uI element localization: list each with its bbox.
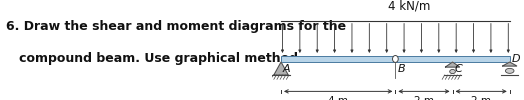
Text: 2 m: 2 m bbox=[471, 96, 491, 100]
Circle shape bbox=[392, 56, 398, 62]
Text: compound beam. Use graphical method.: compound beam. Use graphical method. bbox=[6, 52, 302, 65]
Polygon shape bbox=[274, 62, 288, 75]
Bar bbox=[281, 56, 510, 62]
Text: D: D bbox=[512, 54, 521, 64]
Text: 2 m: 2 m bbox=[414, 96, 434, 100]
Ellipse shape bbox=[450, 70, 455, 74]
Text: C: C bbox=[455, 64, 463, 74]
Text: 4 m: 4 m bbox=[328, 96, 348, 100]
Polygon shape bbox=[445, 62, 460, 67]
Text: A: A bbox=[282, 64, 290, 74]
Text: 4 kN/m: 4 kN/m bbox=[388, 0, 431, 12]
Ellipse shape bbox=[506, 68, 514, 73]
Polygon shape bbox=[503, 62, 517, 66]
Text: B: B bbox=[398, 64, 405, 74]
Text: 6. Draw the shear and moment diagrams for the: 6. Draw the shear and moment diagrams fo… bbox=[6, 20, 346, 33]
